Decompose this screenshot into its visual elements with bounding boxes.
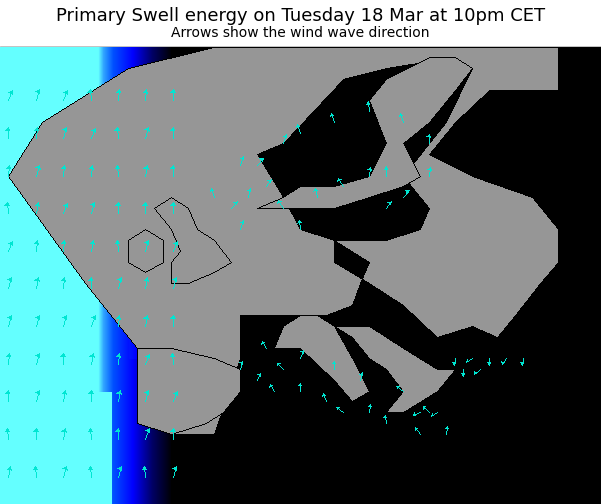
Text: Arrows show the wind wave direction: Arrows show the wind wave direction [171,26,430,40]
Text: Primary Swell energy on Tuesday 18 Mar at 10pm CET: Primary Swell energy on Tuesday 18 Mar a… [56,7,545,25]
